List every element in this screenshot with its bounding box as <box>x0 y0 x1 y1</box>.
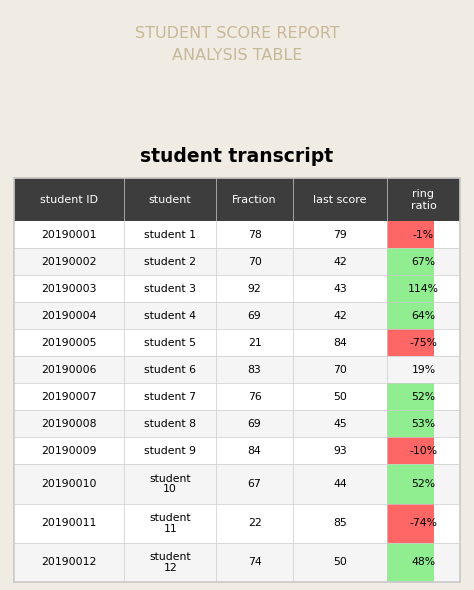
Text: 21: 21 <box>248 338 262 348</box>
FancyBboxPatch shape <box>14 276 460 303</box>
Text: 84: 84 <box>333 338 347 348</box>
Text: 50: 50 <box>333 558 347 568</box>
Text: 20190011: 20190011 <box>42 518 97 528</box>
Text: 84: 84 <box>248 446 262 456</box>
Text: 114%: 114% <box>408 284 439 294</box>
Text: student 6: student 6 <box>144 365 196 375</box>
FancyBboxPatch shape <box>387 543 434 582</box>
FancyBboxPatch shape <box>14 221 460 248</box>
Text: STUDENT SCORE REPORT
ANALYSIS TABLE: STUDENT SCORE REPORT ANALYSIS TABLE <box>135 26 339 63</box>
FancyBboxPatch shape <box>14 437 460 464</box>
Text: 20190001: 20190001 <box>42 230 97 240</box>
FancyBboxPatch shape <box>14 411 460 437</box>
Text: Fraction: Fraction <box>232 195 277 205</box>
Text: 70: 70 <box>333 365 347 375</box>
Text: student 9: student 9 <box>144 446 196 456</box>
FancyBboxPatch shape <box>387 329 434 356</box>
Text: 20190009: 20190009 <box>42 446 97 456</box>
Text: student 4: student 4 <box>144 311 196 321</box>
Text: student
12: student 12 <box>149 552 191 573</box>
FancyBboxPatch shape <box>387 464 434 504</box>
Text: 22: 22 <box>248 518 262 528</box>
Text: 52%: 52% <box>411 479 436 489</box>
Text: 20190002: 20190002 <box>42 257 97 267</box>
Text: last score: last score <box>313 195 367 205</box>
FancyBboxPatch shape <box>387 437 434 464</box>
FancyBboxPatch shape <box>387 248 434 276</box>
FancyBboxPatch shape <box>387 411 434 437</box>
FancyBboxPatch shape <box>14 303 460 329</box>
Text: 92: 92 <box>248 284 262 294</box>
Text: -1%: -1% <box>413 230 434 240</box>
Text: student 1: student 1 <box>144 230 196 240</box>
Text: 69: 69 <box>248 311 262 321</box>
Text: 50: 50 <box>333 392 347 402</box>
FancyBboxPatch shape <box>387 384 434 411</box>
Text: -74%: -74% <box>410 518 438 528</box>
Text: 69: 69 <box>248 419 262 429</box>
FancyBboxPatch shape <box>14 248 460 276</box>
Text: 45: 45 <box>333 419 347 429</box>
Text: 48%: 48% <box>411 558 436 568</box>
Text: 20190012: 20190012 <box>42 558 97 568</box>
Text: 76: 76 <box>248 392 262 402</box>
Text: 44: 44 <box>333 479 347 489</box>
Text: student: student <box>149 195 191 205</box>
Text: student 3: student 3 <box>144 284 196 294</box>
Text: student 7: student 7 <box>144 392 196 402</box>
Text: 78: 78 <box>248 230 262 240</box>
Text: 20190003: 20190003 <box>42 284 97 294</box>
Text: student 8: student 8 <box>144 419 196 429</box>
Text: 20190008: 20190008 <box>42 419 97 429</box>
Text: student 2: student 2 <box>144 257 196 267</box>
Text: 74: 74 <box>248 558 262 568</box>
FancyBboxPatch shape <box>14 178 460 221</box>
Text: 20190005: 20190005 <box>42 338 97 348</box>
Text: 67%: 67% <box>411 257 436 267</box>
Text: 20190010: 20190010 <box>42 479 97 489</box>
FancyBboxPatch shape <box>387 303 434 329</box>
Text: 19%: 19% <box>411 365 436 375</box>
Text: student
10: student 10 <box>149 474 191 494</box>
Text: student
11: student 11 <box>149 513 191 533</box>
FancyBboxPatch shape <box>14 464 460 504</box>
Text: 64%: 64% <box>411 311 436 321</box>
FancyBboxPatch shape <box>387 221 434 248</box>
FancyBboxPatch shape <box>387 504 434 543</box>
FancyBboxPatch shape <box>14 543 460 582</box>
FancyBboxPatch shape <box>14 384 460 411</box>
Text: 85: 85 <box>333 518 347 528</box>
Text: -10%: -10% <box>410 446 438 456</box>
Text: 42: 42 <box>333 257 347 267</box>
Text: -75%: -75% <box>410 338 438 348</box>
Text: 20190004: 20190004 <box>42 311 97 321</box>
Text: student transcript: student transcript <box>140 147 334 166</box>
Text: 67: 67 <box>248 479 262 489</box>
Text: 42: 42 <box>333 311 347 321</box>
Text: student ID: student ID <box>40 195 98 205</box>
Text: 83: 83 <box>248 365 262 375</box>
FancyBboxPatch shape <box>387 276 434 303</box>
Text: 93: 93 <box>333 446 347 456</box>
Text: ring
ratio: ring ratio <box>410 189 436 211</box>
Text: student 5: student 5 <box>144 338 196 348</box>
FancyBboxPatch shape <box>14 329 460 356</box>
Text: 20190007: 20190007 <box>42 392 97 402</box>
FancyBboxPatch shape <box>14 356 460 384</box>
Text: 70: 70 <box>247 257 262 267</box>
FancyBboxPatch shape <box>14 504 460 543</box>
Text: 53%: 53% <box>411 419 436 429</box>
Text: 20190006: 20190006 <box>42 365 97 375</box>
FancyBboxPatch shape <box>14 178 460 582</box>
Text: 43: 43 <box>333 284 347 294</box>
Text: 52%: 52% <box>411 392 436 402</box>
Text: 79: 79 <box>333 230 347 240</box>
